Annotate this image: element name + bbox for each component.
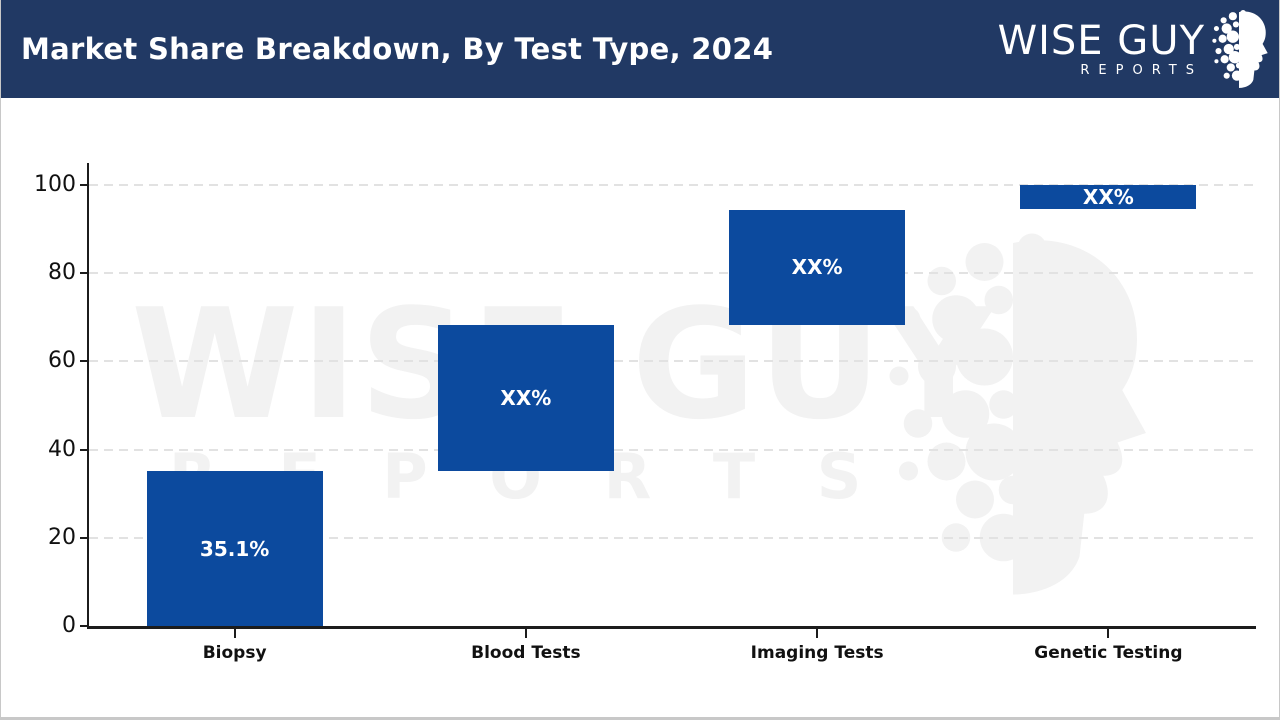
y-tick-label-40: 40	[48, 436, 76, 462]
bar-value-label: XX%	[1082, 184, 1134, 209]
x-tick-mark	[816, 629, 819, 638]
bar-imaging-tests: XX%	[729, 210, 906, 325]
x-tick-label-genetic-testing: Genetic Testing	[1034, 643, 1183, 663]
y-tick-mark-60	[80, 360, 89, 363]
x-axis	[87, 626, 1256, 629]
x-tick-label-biopsy: Biopsy	[202, 643, 267, 663]
logo-head-icon	[1212, 10, 1268, 88]
gridline-40	[89, 448, 1254, 451]
bar-biopsy: 35.1%	[146, 471, 323, 626]
y-tick-label-20: 20	[48, 524, 76, 550]
gridline-80	[89, 272, 1254, 275]
y-tick-mark-20	[80, 536, 89, 539]
y-tick-label-100: 100	[34, 172, 76, 197]
gridline-layer	[1, 98, 1279, 717]
logo-title-text: WISE GUY	[997, 18, 1205, 64]
y-tick-mark-40	[80, 448, 89, 451]
bar-blood-tests: XX%	[437, 324, 614, 472]
gridline-60	[89, 360, 1254, 363]
x-tick-label-imaging-tests: Imaging Tests	[750, 643, 884, 663]
y-tick-label-0: 0	[62, 613, 76, 638]
wise-guy-logo: WISE GUY REPORTS	[998, 7, 1271, 91]
y-axis	[87, 163, 89, 628]
bar-value-label: XX%	[791, 255, 843, 280]
header: Market Share Breakdown, By Test Type, 20…	[1, 0, 1279, 98]
y-tick-label-80: 80	[48, 260, 76, 286]
y-tick-mark-0	[80, 625, 89, 627]
report-title: Market Share Breakdown, By Test Type, 20…	[21, 32, 774, 66]
y-tick-mark-100	[80, 184, 89, 186]
y-tick-label-60: 60	[48, 348, 76, 374]
x-tick-mark	[1107, 629, 1110, 638]
x-tick-mark	[524, 629, 527, 638]
logo-wordmark: WISE GUY REPORTS	[998, 20, 1205, 78]
y-axis-ticks: 0 20 40 60 80 100	[1, 98, 1279, 717]
x-tick-label-blood-tests: Blood Tests	[471, 643, 581, 663]
bar-value-label: 35.1%	[199, 536, 270, 561]
y-tick-mark-80	[80, 272, 89, 275]
logo-subtitle-text: REPORTS	[1080, 63, 1203, 78]
bar-value-label: XX%	[500, 386, 552, 410]
x-axis-ticks: Biopsy Blood Tests Imaging Tests Genetic Te…	[1, 98, 1279, 717]
gridline-20	[89, 536, 1254, 539]
gridline-100	[89, 184, 1254, 186]
x-tick-mark	[233, 629, 236, 638]
bars-layer: 35.1% XX% XX% XX%	[1, 98, 1279, 717]
bar-genetic-testing: XX%	[1020, 184, 1197, 209]
